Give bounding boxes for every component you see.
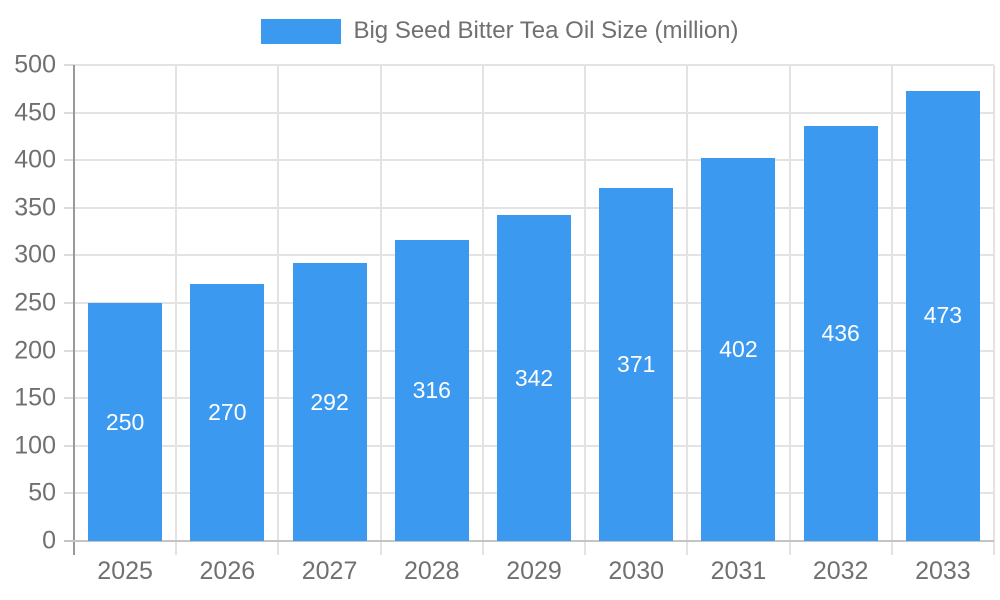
bar[interactable]: 371 — [599, 187, 674, 541]
bar[interactable]: 402 — [701, 158, 776, 541]
x-axis-baseline — [64, 540, 994, 542]
bar[interactable]: 436 — [803, 125, 878, 541]
x-tick-label: 2030 — [608, 557, 665, 585]
bar-value-label: 342 — [514, 364, 554, 391]
x-tick-label: 2032 — [812, 557, 869, 585]
bar[interactable]: 342 — [497, 215, 571, 541]
y-tick-label: 150 — [14, 383, 56, 412]
grid-line-horizontal — [74, 64, 994, 66]
bar[interactable]: 316 — [394, 240, 469, 541]
bar[interactable]: 292 — [292, 263, 367, 541]
y-tick-label: 350 — [14, 193, 56, 222]
legend-label: Big Seed Bitter Tea Oil Size (million) — [353, 17, 739, 44]
bar-value-label: 292 — [310, 388, 349, 415]
y-axis-tick — [64, 444, 74, 447]
y-tick-label: 450 — [14, 98, 56, 127]
x-axis-labels: 2025 2026 2027 2028 2029 2030 2031 2032 2033 — [74, 541, 994, 600]
y-tick-label: 500 — [14, 50, 56, 79]
grid-line-vertical — [481, 65, 484, 555]
y-tick-label: 50 — [28, 478, 56, 507]
bar-value-label: 270 — [208, 398, 247, 425]
y-axis-tick — [64, 64, 74, 66]
grid-line-vertical — [277, 65, 280, 555]
grid-line-vertical — [175, 65, 178, 555]
grid-line-horizontal — [74, 206, 994, 209]
grid-line-vertical — [993, 65, 995, 555]
y-axis-tick — [64, 206, 74, 209]
legend[interactable]: Big Seed Bitter Tea Oil Size (million) — [0, 17, 1000, 45]
bar-value-label: 250 — [105, 408, 145, 435]
y-tick-label: 400 — [14, 145, 56, 174]
grid-line-vertical — [584, 65, 587, 555]
y-axis-tick — [64, 254, 74, 257]
bar-value-label: 371 — [617, 350, 656, 377]
y-tick-label: 200 — [14, 336, 56, 365]
grid-line-horizontal — [74, 111, 994, 114]
y-tick-label: 0 — [42, 526, 56, 555]
plot-area: 250 270 292 316 342 371 402 436 473 — [64, 64, 995, 555]
bar[interactable]: 270 — [190, 283, 265, 541]
grid-line-vertical — [890, 65, 893, 555]
y-axis-tick — [64, 397, 74, 400]
x-tick-label: 2025 — [97, 557, 153, 585]
y-axis-labels: 0 50 100 150 200 250 300 350 400 450 500 — [0, 51, 56, 555]
y-axis-tick — [64, 159, 74, 162]
y-axis-tick — [64, 302, 74, 304]
bar-value-label: 473 — [923, 302, 963, 329]
bar-value-label: 316 — [412, 377, 451, 404]
grid-line-vertical — [379, 65, 382, 555]
grid-line-vertical — [686, 65, 689, 555]
y-axis-tick — [64, 492, 74, 495]
legend-swatch — [261, 18, 342, 44]
y-tick-label: 300 — [14, 240, 56, 269]
x-tick-label: 2031 — [710, 557, 767, 585]
x-tick-label: 2033 — [915, 557, 971, 585]
bar[interactable]: 250 — [88, 303, 163, 541]
y-axis-tick — [64, 111, 74, 114]
bar-value-label: 436 — [821, 319, 860, 346]
y-tick-label: 250 — [14, 288, 56, 317]
y-axis-tick — [64, 349, 74, 352]
bar-value-label: 402 — [719, 336, 758, 363]
x-tick-label: 2026 — [199, 557, 256, 585]
y-tick-label: 100 — [14, 431, 56, 460]
x-tick-label: 2028 — [403, 557, 460, 585]
bar[interactable]: 473 — [905, 90, 980, 541]
grid-line-vertical — [788, 65, 791, 555]
x-tick-label: 2027 — [301, 557, 358, 585]
grid-line-horizontal — [74, 159, 994, 162]
y-axis-line — [73, 65, 75, 555]
x-tick-label: 2029 — [506, 557, 562, 585]
